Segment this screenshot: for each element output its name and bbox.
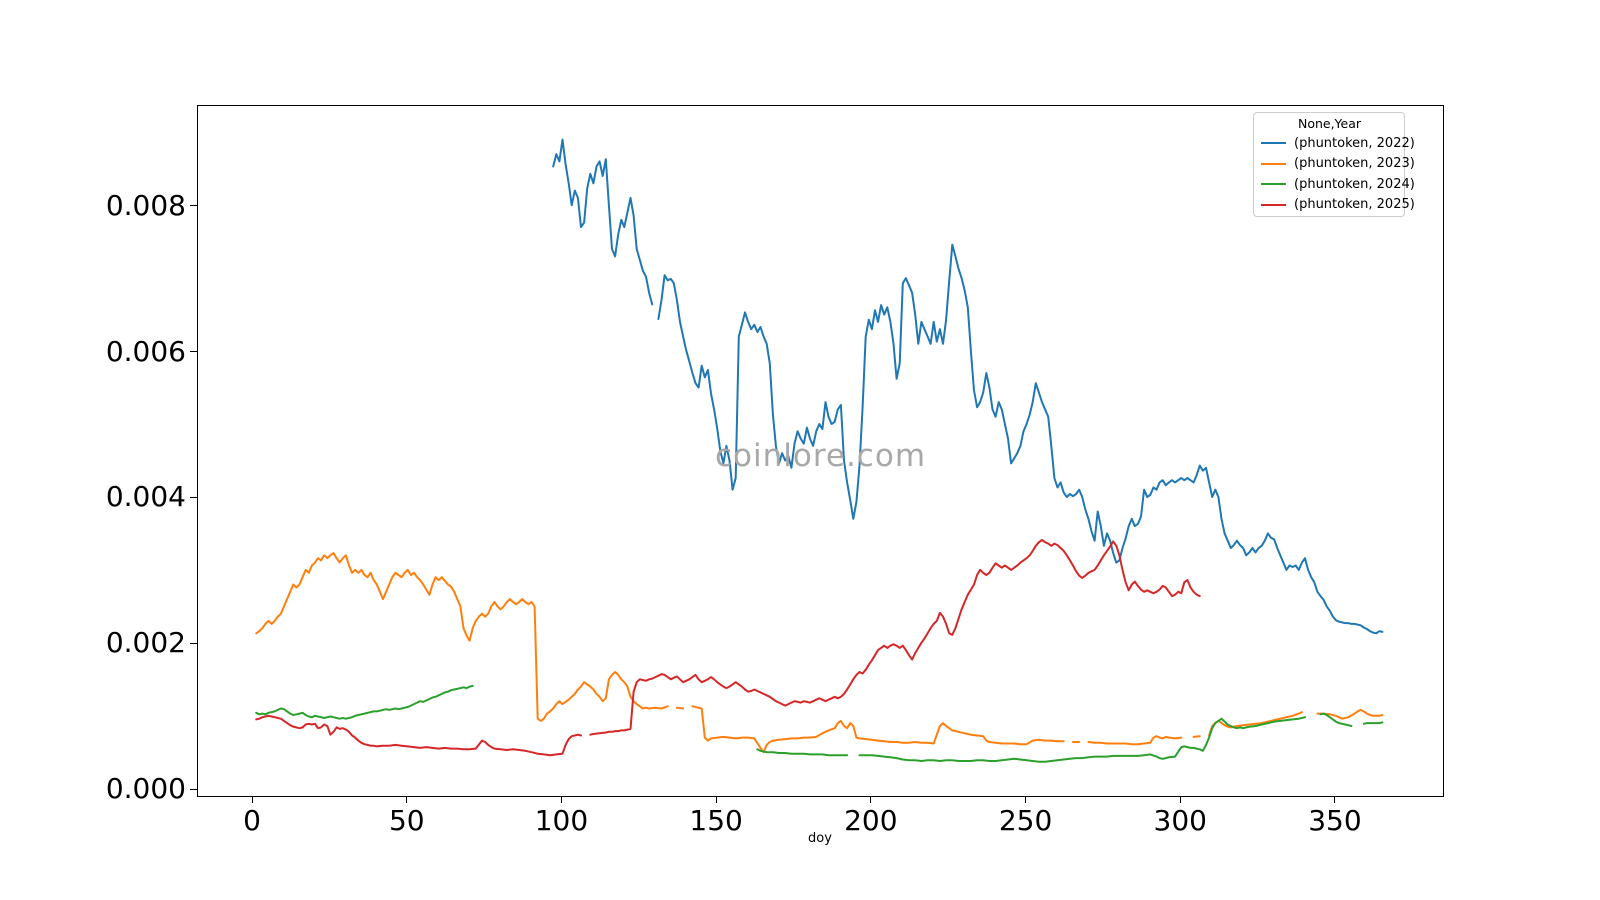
x-tick-label: 150 [689,804,743,837]
series-line-2 [1362,721,1384,725]
x-tick-label: 350 [1308,804,1362,837]
x-tick-mark [715,796,717,803]
legend-entries: (phuntoken, 2022) (phuntoken, 2023) (phunt… [1261,133,1415,216]
series-line-2 [858,716,1306,763]
plot-area: coinlore.com [197,105,1444,797]
x-tick-label: 100 [534,804,589,837]
y-tick-label: 0.004 [105,480,186,514]
x-tick-mark [560,796,562,803]
y-tick-label: 0.000 [105,772,186,806]
x-tick-label: 200 [844,804,898,837]
legend: None,Year (phuntoken, 2022) (phuntoken, 2… [1253,112,1415,217]
legend-entry-1: (phuntoken, 2023) [1261,154,1415,175]
legend-line-swatch [1261,183,1286,186]
x-tick-mark [251,796,253,803]
legend-entry-label: (phuntoken, 2023) [1294,156,1415,172]
series-line-0 [552,138,654,306]
x-tick-label: 0 [243,804,261,837]
series-line-1 [1208,711,1303,737]
y-tick-label: 0.002 [105,626,186,660]
series-line-3 [255,714,582,757]
legend-entry-label: (phuntoken, 2025) [1294,197,1415,213]
y-tick-mark [190,788,197,790]
line-plot [255,138,1384,763]
legend-entry-2: (phuntoken, 2024) [1261,174,1415,195]
legend-entry-label: (phuntoken, 2022) [1294,135,1415,151]
series-line-1 [691,705,1065,754]
series-line-2 [756,748,849,757]
legend-line-swatch [1261,162,1286,165]
watermark: coinlore.com [714,438,927,474]
y-tick-mark [190,351,197,353]
x-tick-mark [1334,796,1336,803]
y-tick-label: 0.006 [105,334,186,368]
series-line-1 [1316,708,1384,720]
series-line-1 [255,552,669,722]
x-tick-mark [406,796,408,803]
x-tick-label: 50 [388,804,425,837]
legend-line-swatch [1261,142,1286,145]
series-line-2 [255,684,474,720]
legend-entry-label: (phuntoken, 2024) [1294,176,1415,192]
series-line-1 [1087,735,1183,746]
legend-title: None,Year [1297,116,1362,131]
series-line-2 [1319,712,1353,727]
legend-entry-0: (phuntoken, 2022) [1261,133,1415,154]
y-tick-mark [190,205,197,207]
x-tick-mark [870,796,872,803]
series-line-1 [1192,735,1201,738]
legend-entry-3: (phuntoken, 2025) [1261,195,1415,216]
x-tick-mark [1179,796,1181,803]
y-tick-mark [190,496,197,498]
y-tick-mark [190,642,197,644]
x-tick-label: 300 [1153,804,1207,837]
legend-line-swatch [1261,203,1286,206]
x-axis-label: doy [808,831,832,846]
series-line-3 [589,539,1201,736]
series-line-0 [657,243,1384,635]
series-line-1 [675,706,685,710]
x-tick-label: 250 [998,804,1053,837]
x-tick-mark [1025,796,1027,803]
y-tick-label: 0.008 [105,188,186,222]
